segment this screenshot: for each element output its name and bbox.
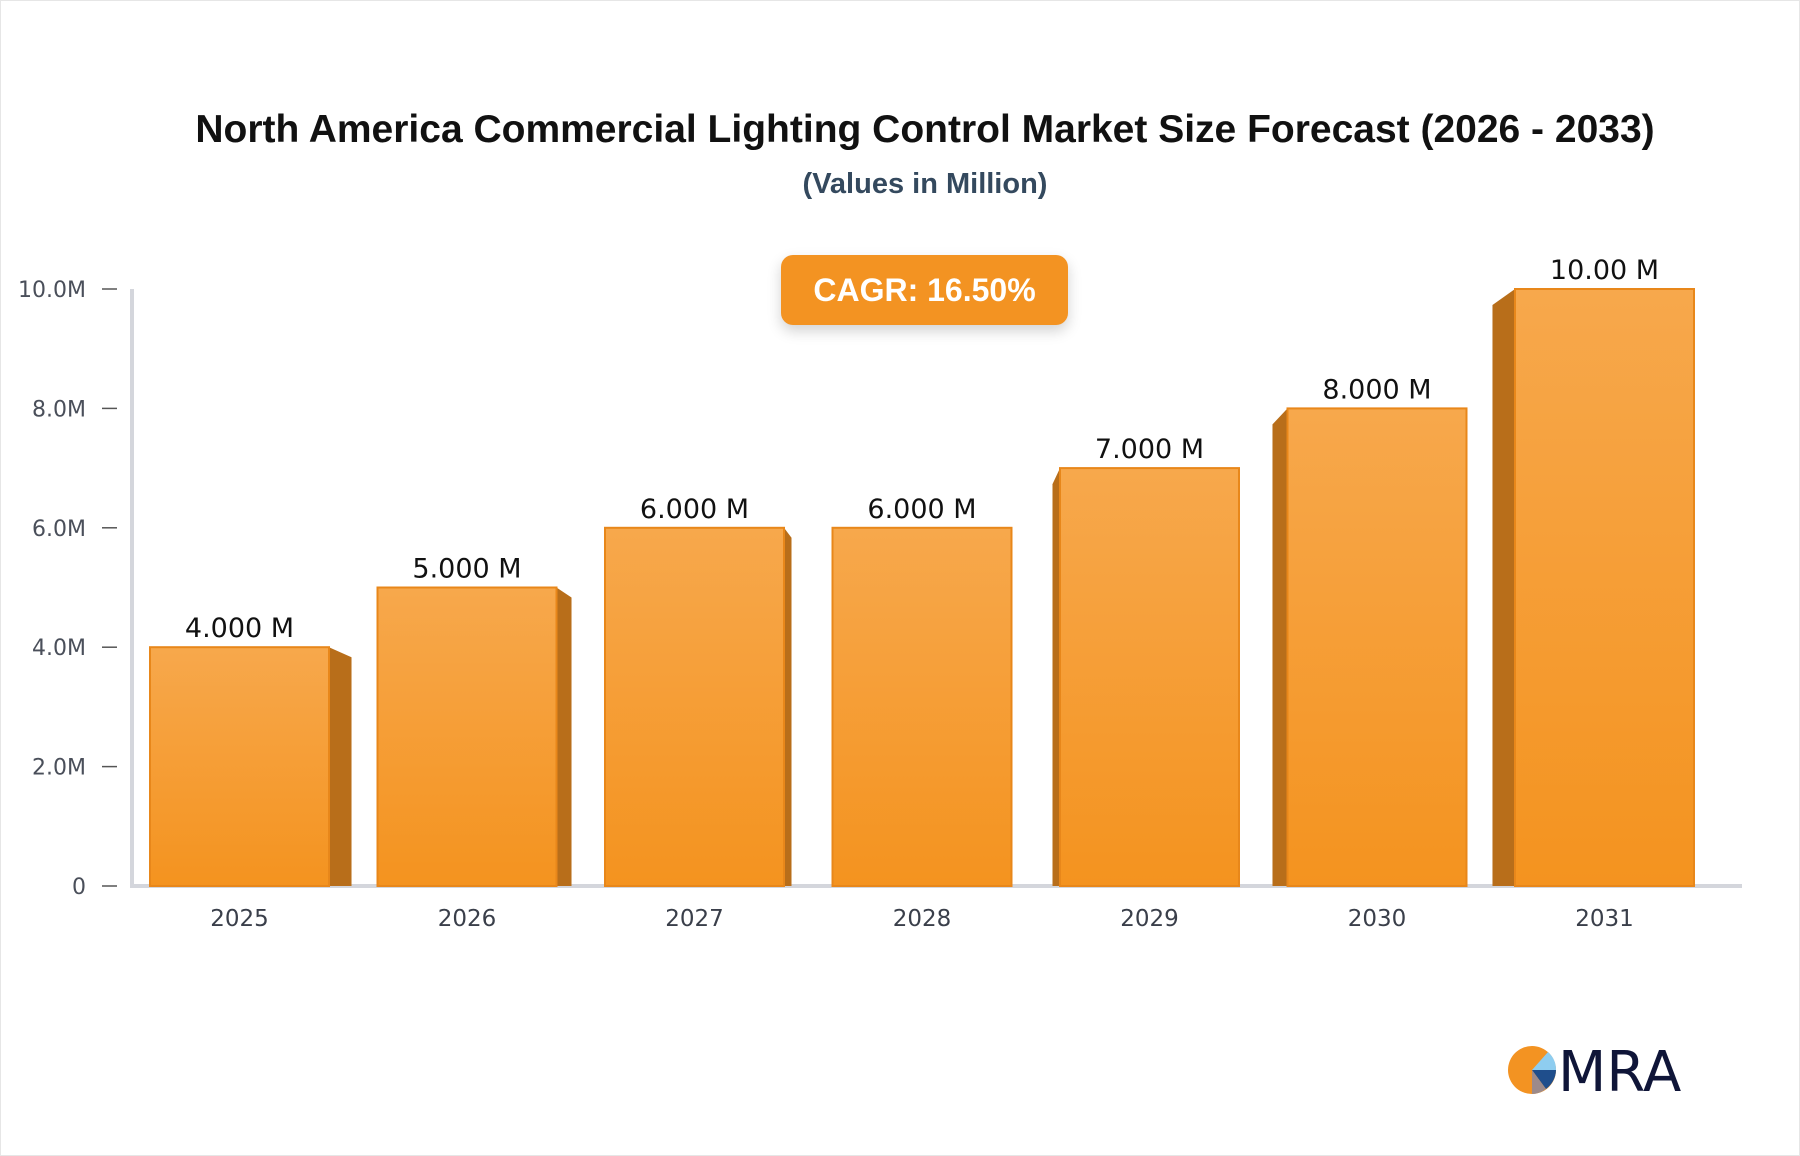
bar-side xyxy=(1272,408,1288,886)
x-tick-label: 2029 xyxy=(1120,906,1179,932)
y-tick-label: 8.0M xyxy=(32,397,86,422)
x-tick-label: 2027 xyxy=(665,906,724,932)
chart-title: North America Commercial Lighting Contro… xyxy=(195,108,1655,151)
x-tick-label: 2028 xyxy=(893,906,952,932)
data-label: 10.00 M xyxy=(1550,255,1659,286)
mra-logo: MRA xyxy=(1508,1040,1681,1100)
y-tick-label: 2.0M xyxy=(32,756,86,781)
bar-side xyxy=(784,527,792,886)
bar-2026 xyxy=(376,586,558,887)
y-tick-label: 6.0M xyxy=(32,517,86,542)
data-label: 7.000 M xyxy=(1095,434,1204,465)
data-label: 5.000 M xyxy=(412,554,521,585)
bar-2031 xyxy=(1514,288,1695,887)
x-tick-label: 2030 xyxy=(1348,906,1407,932)
y-tick-label: 0 xyxy=(72,875,86,900)
x-tick-label: 2031 xyxy=(1575,906,1634,932)
bar-2030 xyxy=(1286,407,1468,887)
bar-2029 xyxy=(1059,467,1240,887)
chart-subtitle: (Values in Million) xyxy=(802,168,1048,200)
bar-2028 xyxy=(831,526,1013,887)
y-tick-label: 4.0M xyxy=(32,636,86,661)
bar-side xyxy=(556,587,572,886)
x-tick-label: 2026 xyxy=(438,906,497,932)
data-label: 4.000 M xyxy=(185,613,294,644)
bar-2025 xyxy=(149,646,330,888)
data-label: 6.000 M xyxy=(867,494,976,525)
bar-side xyxy=(1052,468,1060,886)
data-label: 6.000 M xyxy=(640,494,749,525)
y-tick-label: 10.0M xyxy=(18,278,86,303)
bar-2027 xyxy=(604,526,785,887)
bar-side xyxy=(1492,289,1515,886)
bar-side xyxy=(329,647,352,886)
cagr-badge: CAGR: 16.50% xyxy=(781,255,1068,325)
x-tick-label: 2025 xyxy=(210,906,269,932)
data-label: 8.000 M xyxy=(1322,374,1431,405)
logo-text: MRA xyxy=(1558,1040,1681,1100)
